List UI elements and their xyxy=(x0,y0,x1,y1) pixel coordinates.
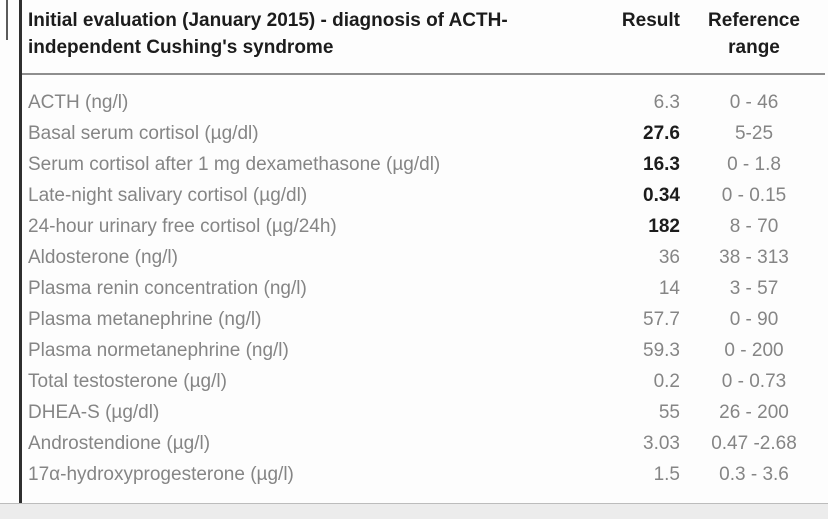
row-label: 17α-hydroxyprogesterone (µg/l) xyxy=(28,464,294,485)
row-label: Serum cortisol after 1 mg dexamethasone … xyxy=(28,154,441,175)
column-header-reference-range: Reference range xyxy=(708,10,800,58)
lab-results-table: Initial evaluation (January 2015) - diag… xyxy=(19,0,825,506)
row-result: 16.3 xyxy=(643,154,680,175)
row-reference: 5-25 xyxy=(734,123,774,144)
row-reference: 0.47 -2.68 xyxy=(711,433,797,454)
row-reference: 0 - 90 xyxy=(729,309,779,330)
row-result: 27.6 xyxy=(643,123,680,144)
row-reference: 0 - 1.8 xyxy=(727,154,781,175)
row-label: Total testosterone (µg/l) xyxy=(28,371,227,392)
table-row: Androstendione (µg/l) 3.03 0.47 -2.68 xyxy=(28,428,825,459)
table-row: Plasma renin concentration (ng/l) 14 3 -… xyxy=(28,273,825,304)
row-label: 24-hour urinary free cortisol (µg/24h) xyxy=(28,216,337,237)
row-label: Plasma metanephrine (ng/l) xyxy=(28,309,262,330)
table-header-row: Initial evaluation (January 2015) - diag… xyxy=(22,0,825,75)
row-label: ACTH (ng/l) xyxy=(28,92,129,113)
row-label: Plasma normetanephrine (ng/l) xyxy=(28,340,289,361)
row-result: 0.34 xyxy=(643,185,680,206)
row-result: 6.3 xyxy=(653,92,680,113)
bottom-edge-band xyxy=(0,503,828,519)
table-row: ACTH (ng/l) 6.3 0 - 46 xyxy=(28,87,825,118)
table-row: Total testosterone (µg/l) 0.2 0 - 0.73 xyxy=(28,366,825,397)
row-reference: 0.3 - 3.6 xyxy=(719,464,789,485)
table-row: Plasma metanephrine (ng/l) 57.7 0 - 90 xyxy=(28,304,825,335)
row-reference: 0 - 0.15 xyxy=(721,185,787,206)
table-row: 17α-hydroxyprogesterone (µg/l) 1.5 0.3 -… xyxy=(28,459,825,490)
table-row: 24-hour urinary free cortisol (µg/24h) 1… xyxy=(28,211,825,242)
row-label: Aldosterone (ng/l) xyxy=(28,247,178,268)
table-body: ACTH (ng/l) 6.3 0 - 46 Basal serum corti… xyxy=(22,75,825,490)
row-label: Plasma renin concentration (ng/l) xyxy=(28,278,307,299)
row-label: Late-night salivary cortisol (µg/dl) xyxy=(28,185,308,206)
row-reference: 0 - 200 xyxy=(724,340,784,361)
row-label: DHEA-S (µg/dl) xyxy=(28,402,160,423)
row-result: 59.3 xyxy=(643,340,680,361)
table-title: Initial evaluation (January 2015) - diag… xyxy=(28,10,508,58)
table-row: Basal serum cortisol (µg/dl) 27.6 5-25 xyxy=(28,118,825,149)
row-reference: 0 - 0.73 xyxy=(721,371,787,392)
table-row: Serum cortisol after 1 mg dexamethasone … xyxy=(28,149,825,180)
row-reference: 26 - 200 xyxy=(719,402,789,423)
row-result: 36 xyxy=(658,247,680,268)
column-header-result: Result xyxy=(621,10,680,31)
row-result: 3.03 xyxy=(643,433,680,454)
row-reference: 8 - 70 xyxy=(729,216,779,237)
row-result: 14 xyxy=(658,278,680,299)
table-row: DHEA-S (µg/dl) 55 26 - 200 xyxy=(28,397,825,428)
table-row: Late-night salivary cortisol (µg/dl) 0.3… xyxy=(28,180,825,211)
row-reference: 0 - 46 xyxy=(729,92,779,113)
row-reference: 38 - 313 xyxy=(719,247,789,268)
row-label: Androstendione (µg/l) xyxy=(28,433,211,454)
row-label: Basal serum cortisol (µg/dl) xyxy=(28,123,259,144)
row-result: 55 xyxy=(658,402,680,423)
row-result: 57.7 xyxy=(643,309,680,330)
table-row: Plasma normetanephrine (ng/l) 59.3 0 - 2… xyxy=(28,335,825,366)
row-reference: 3 - 57 xyxy=(729,278,779,299)
table-row: Aldosterone (ng/l) 36 38 - 313 xyxy=(28,242,825,273)
row-result: 182 xyxy=(648,216,680,237)
row-result: 0.2 xyxy=(653,371,680,392)
top-left-line-stub xyxy=(6,0,8,40)
row-result: 1.5 xyxy=(653,464,680,485)
